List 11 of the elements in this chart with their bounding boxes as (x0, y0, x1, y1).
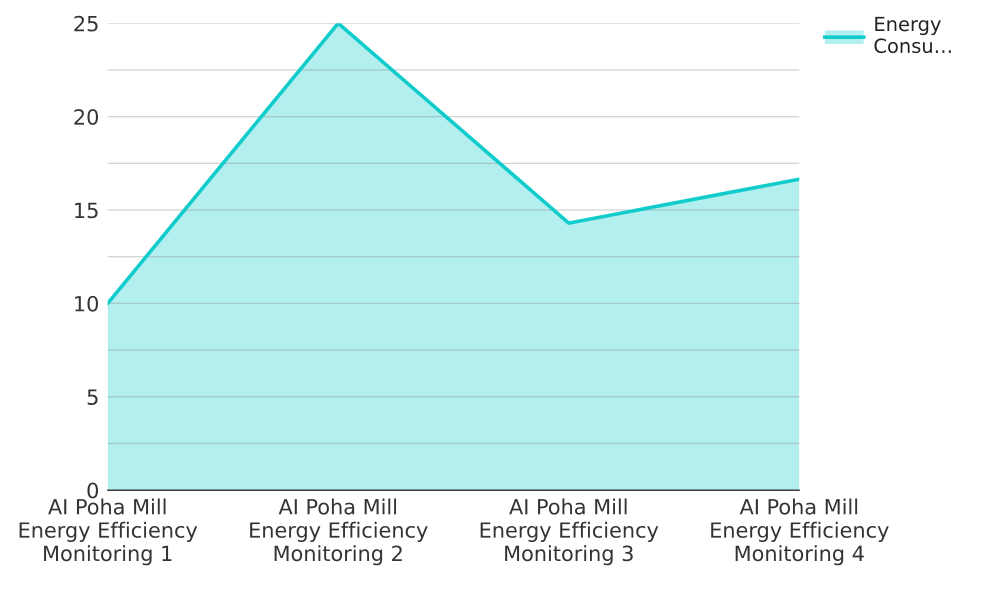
x-tick-label: AI Poha Mill Energy Efficiency Monitoring 2 (250, 498, 428, 566)
x-tick-label: AI Poha Mill Energy Efficiency Monitoring 3 (480, 498, 658, 566)
y-tick-label: 20 (74, 109, 98, 125)
y-tick-label: 15 (75, 202, 98, 218)
legend-label: Energy Consu… (874, 16, 951, 54)
x-tick-label: AI Poha Mill Energy Efficiency Monitoring 4 (711, 498, 889, 566)
x-tick-label: AI Poha Mill Energy Efficiency Monitoring 1 (20, 498, 198, 566)
y-tick-label: 0 (87, 482, 98, 498)
y-tick-label: 25 (74, 16, 98, 32)
y-tick-label: 10 (75, 296, 98, 312)
y-tick-label: 5 (88, 389, 98, 405)
